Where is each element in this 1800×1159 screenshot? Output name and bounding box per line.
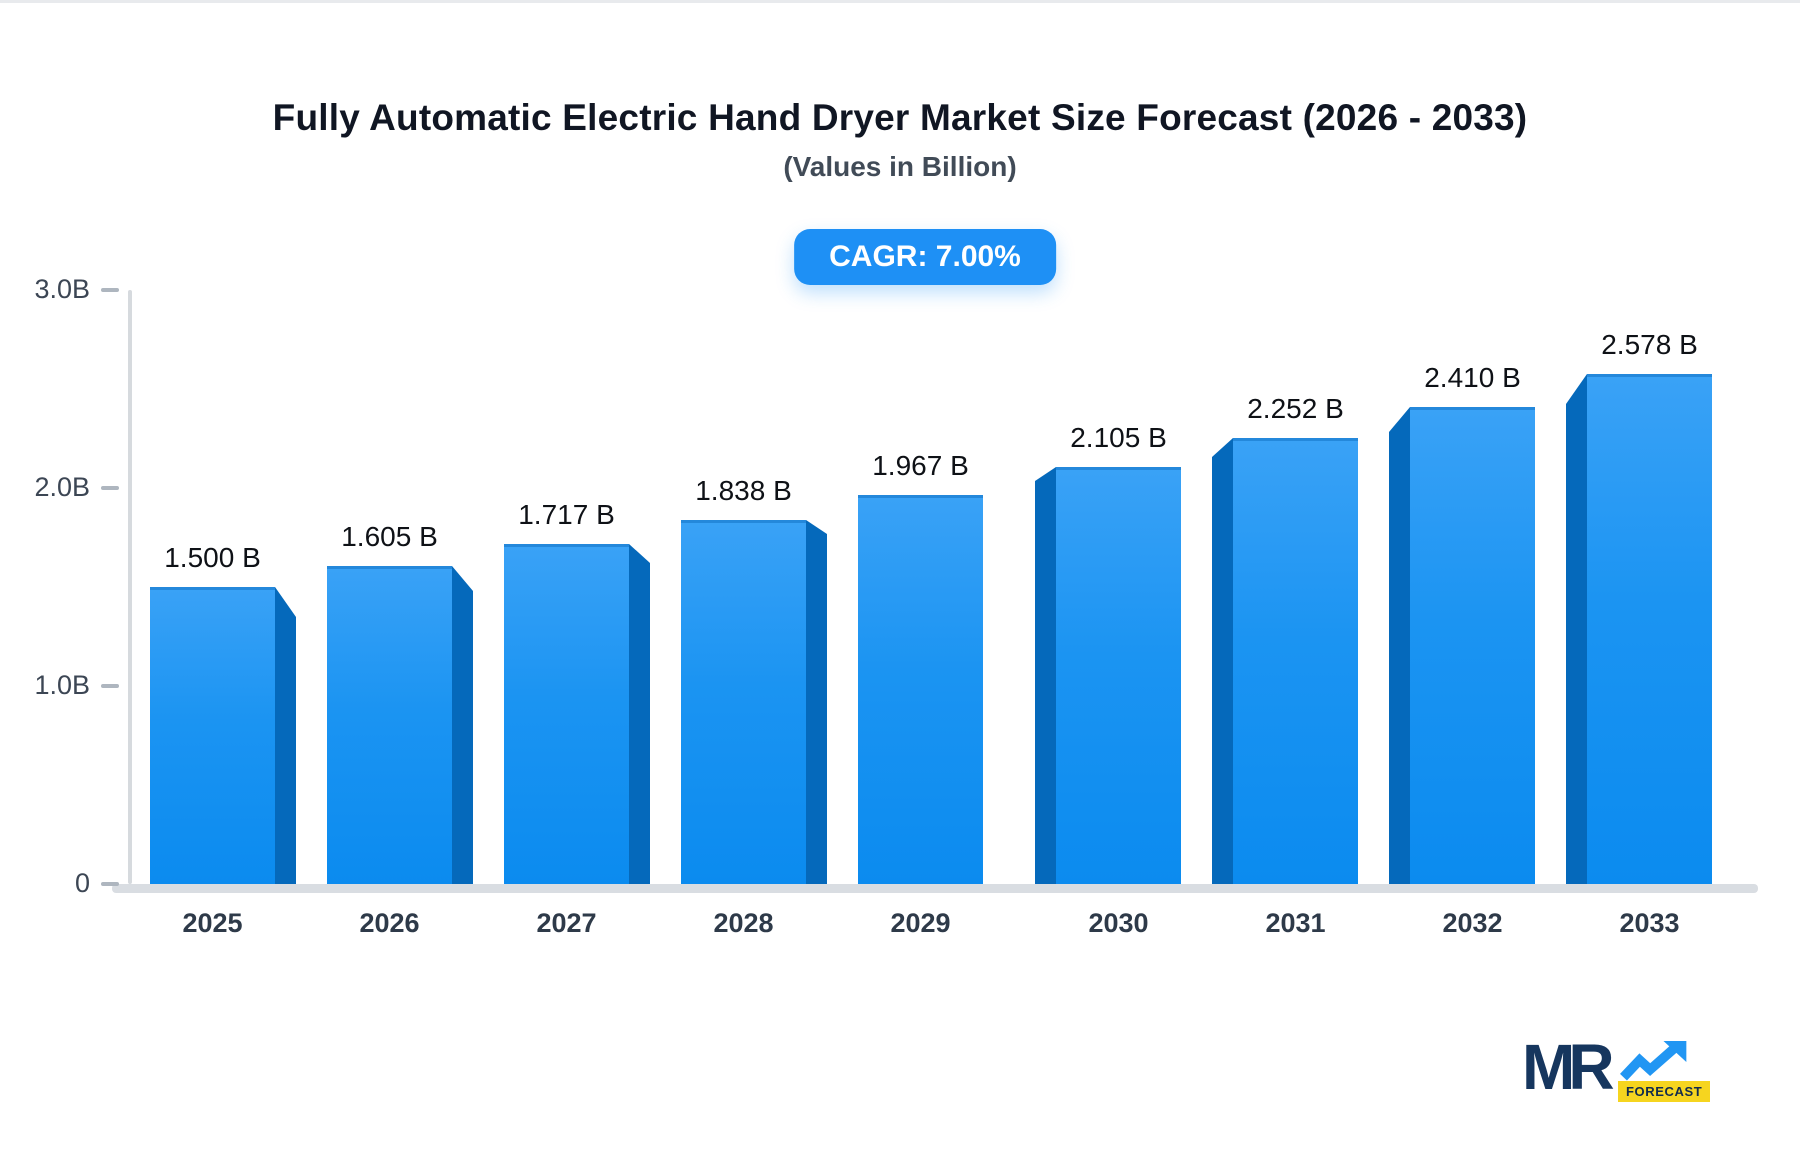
x-axis-label: 2030	[1088, 908, 1149, 938]
bar-value-label: 2.252 B	[1247, 393, 1344, 424]
bar-side-face	[1566, 374, 1587, 884]
bar	[858, 495, 983, 884]
x-axis-label: 2029	[890, 908, 951, 938]
bar-side-face	[452, 566, 473, 884]
bar-value-label: 1.605 B	[341, 521, 438, 552]
bar-value-label: 1.717 B	[518, 499, 615, 530]
bar-value-label: 2.410 B	[1424, 362, 1521, 393]
bar	[1233, 438, 1358, 884]
bar	[327, 566, 452, 884]
bar-value-label: 2.578 B	[1601, 329, 1698, 360]
chart-title: Fully Automatic Electric Hand Dryer Mark…	[272, 97, 1528, 138]
bar	[681, 520, 806, 884]
x-axis-label: 2026	[359, 908, 420, 938]
y-tick-dash	[101, 486, 119, 490]
x-axis-label: 2033	[1619, 908, 1680, 938]
logo-text: MR	[1522, 1031, 1614, 1103]
bar-side-face	[806, 520, 827, 884]
bar-side-face	[275, 587, 296, 884]
bar-side-face	[1035, 467, 1056, 884]
bar-side-face	[629, 544, 650, 884]
x-axis-label: 2025	[182, 908, 243, 938]
y-tick-dash	[101, 684, 119, 688]
cagr-badge: CAGR: 7.00%	[794, 229, 1056, 285]
bar	[150, 587, 275, 884]
logo-forecast-label: FORECAST	[1618, 1081, 1711, 1102]
bar	[1587, 374, 1712, 884]
y-tick-label: 0	[74, 868, 90, 898]
x-axis-label: 2032	[1442, 908, 1503, 938]
bar-value-label: 1.967 B	[872, 450, 969, 481]
bar-side-face	[1389, 407, 1410, 884]
y-tick-label: 1.0B	[34, 670, 90, 700]
bar	[504, 544, 629, 884]
y-tick-label: 3.0B	[34, 274, 90, 304]
bar-side-face	[1212, 438, 1233, 884]
bar-value-label: 2.105 B	[1070, 422, 1167, 453]
logo: MR FORECAST	[1522, 1031, 1711, 1121]
y-tick-label: 2.0B	[34, 472, 90, 502]
bar	[1410, 407, 1535, 884]
bar	[1056, 467, 1181, 884]
bar-value-label: 1.500 B	[164, 542, 261, 573]
chart-subtitle: (Values in Billion)	[783, 151, 1017, 182]
y-axis-line	[128, 290, 132, 884]
x-axis-baseline	[112, 884, 1758, 893]
y-tick-dash	[101, 288, 119, 292]
x-axis-label: 2031	[1265, 908, 1326, 938]
logo-trend-arrow-icon	[1620, 1041, 1687, 1081]
bar-value-label: 1.838 B	[695, 475, 792, 506]
x-axis-label: 2027	[536, 908, 597, 938]
y-tick-dash	[101, 882, 119, 886]
x-axis-label: 2028	[713, 908, 774, 938]
